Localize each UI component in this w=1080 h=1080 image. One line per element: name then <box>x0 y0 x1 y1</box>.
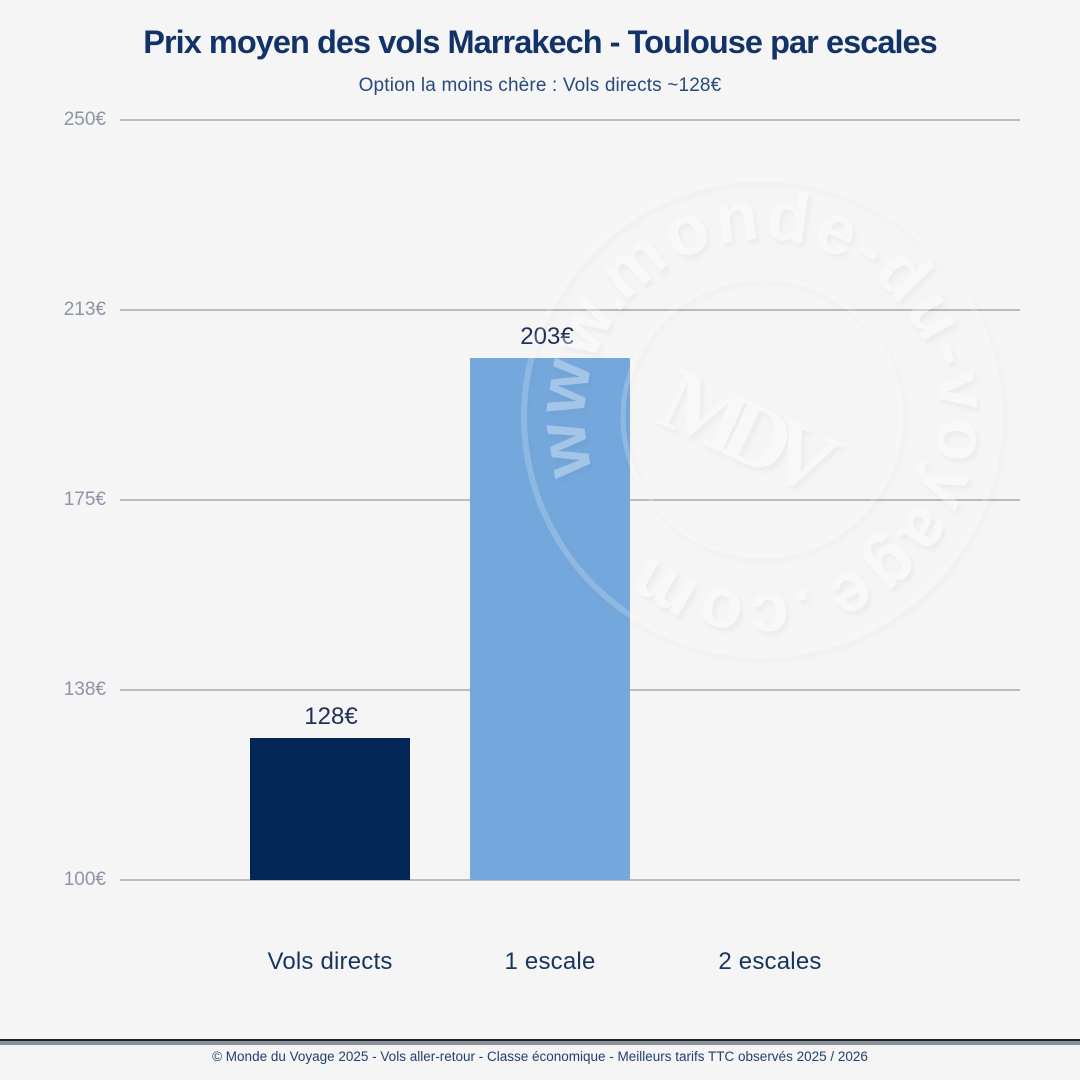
svg-text:.com: .com <box>613 540 823 657</box>
svg-text:MDV: MDV <box>645 349 852 516</box>
